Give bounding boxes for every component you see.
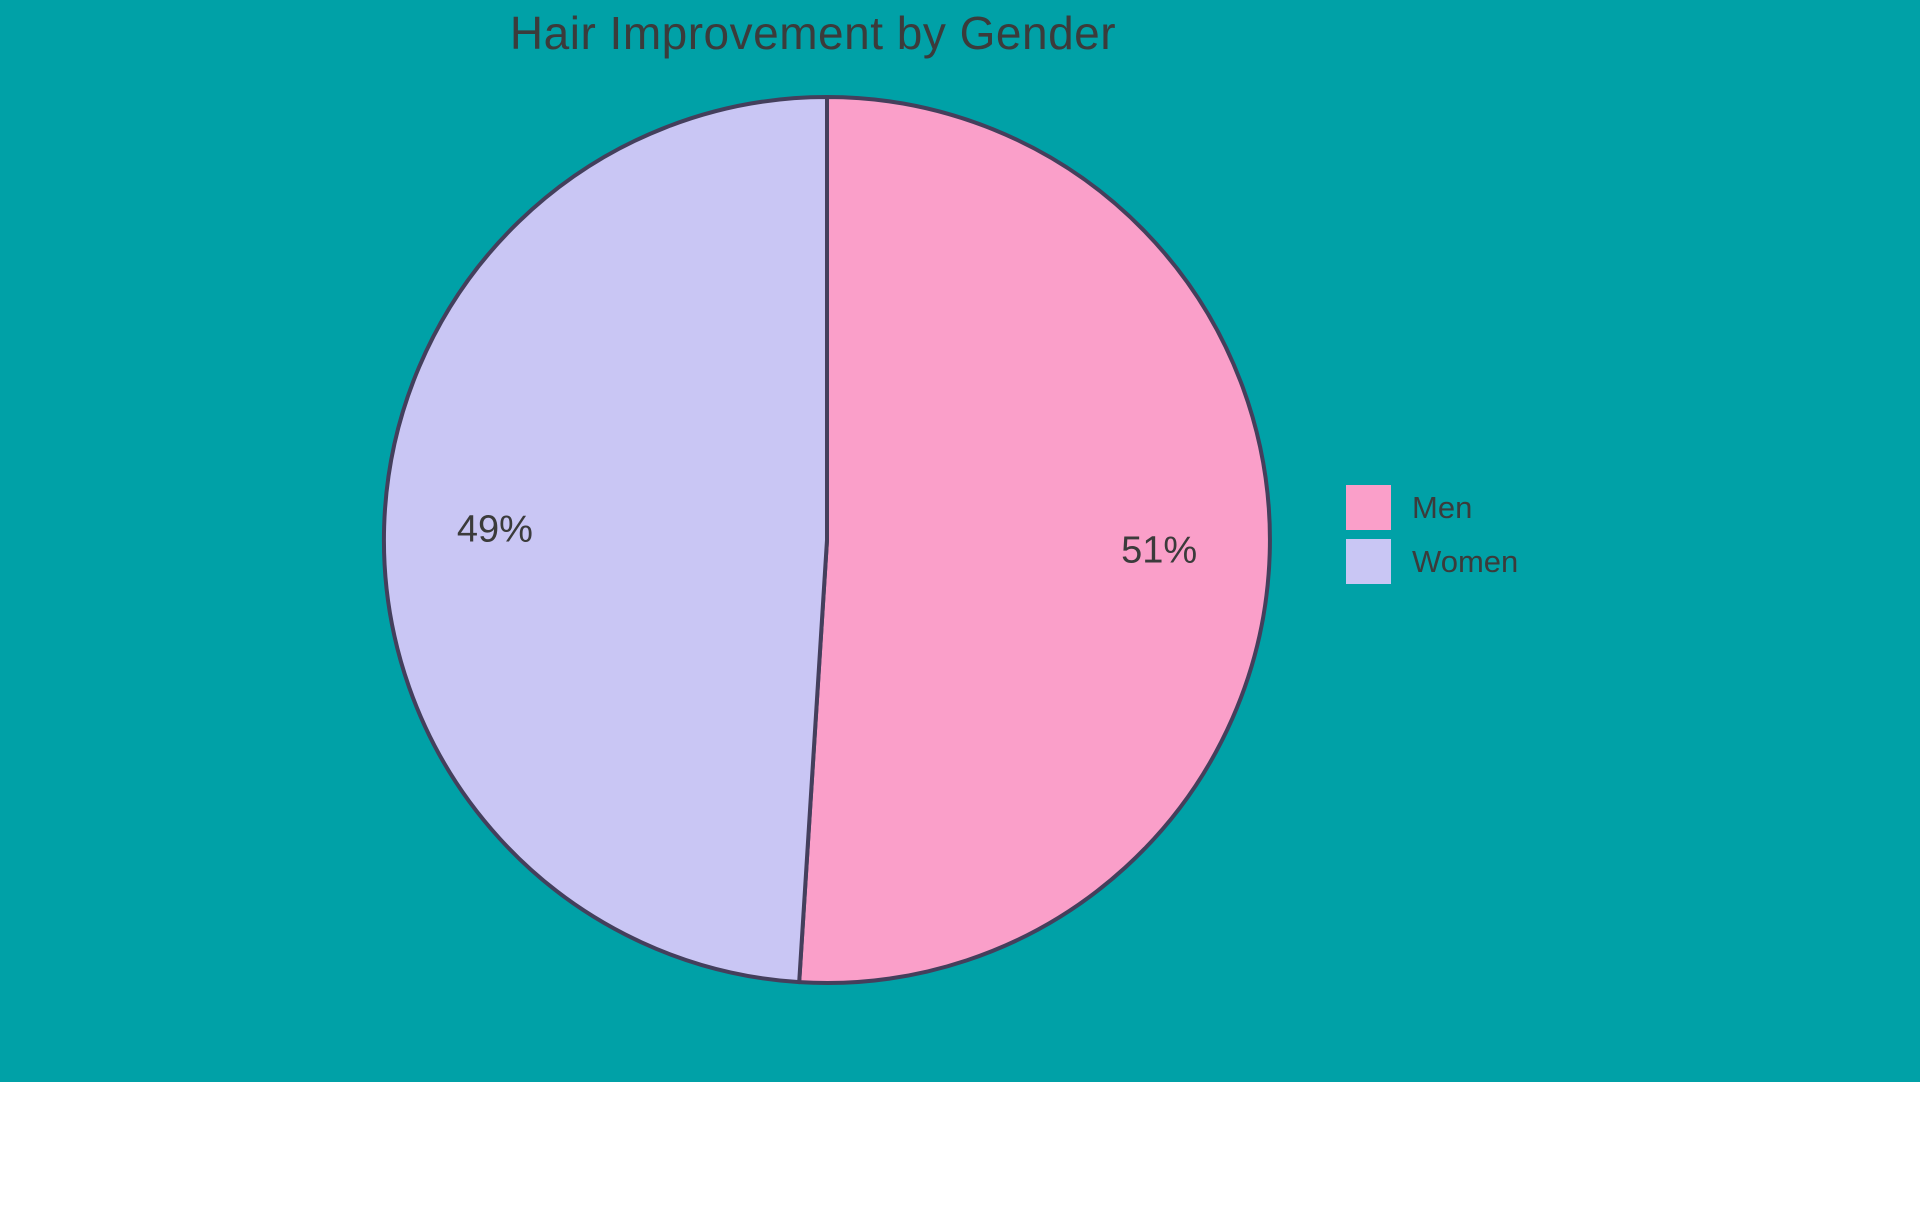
chart-background: Hair Improvement by Gender 51% 49% Men Wom… <box>0 0 1920 1082</box>
pie-slice-women <box>381 95 829 985</box>
legend-swatch-women <box>1346 539 1391 584</box>
chart-title: Hair Improvement by Gender <box>509 7 1117 59</box>
legend-label-women: Women <box>1412 543 1519 579</box>
legend-swatch-men <box>1346 485 1391 530</box>
pie-slice-label-men: 51% <box>1121 529 1197 571</box>
legend: Men Women <box>1346 485 1518 593</box>
bottom-whitespace <box>0 1082 1920 1215</box>
pie-chart: 51% 49% <box>381 95 1272 985</box>
pie-slice-men <box>797 95 1272 985</box>
legend-item-men: Men <box>1346 485 1518 530</box>
pie-slice-label-women: 49% <box>457 509 533 551</box>
legend-label-men: Men <box>1412 489 1473 525</box>
legend-item-women: Women <box>1346 539 1518 584</box>
